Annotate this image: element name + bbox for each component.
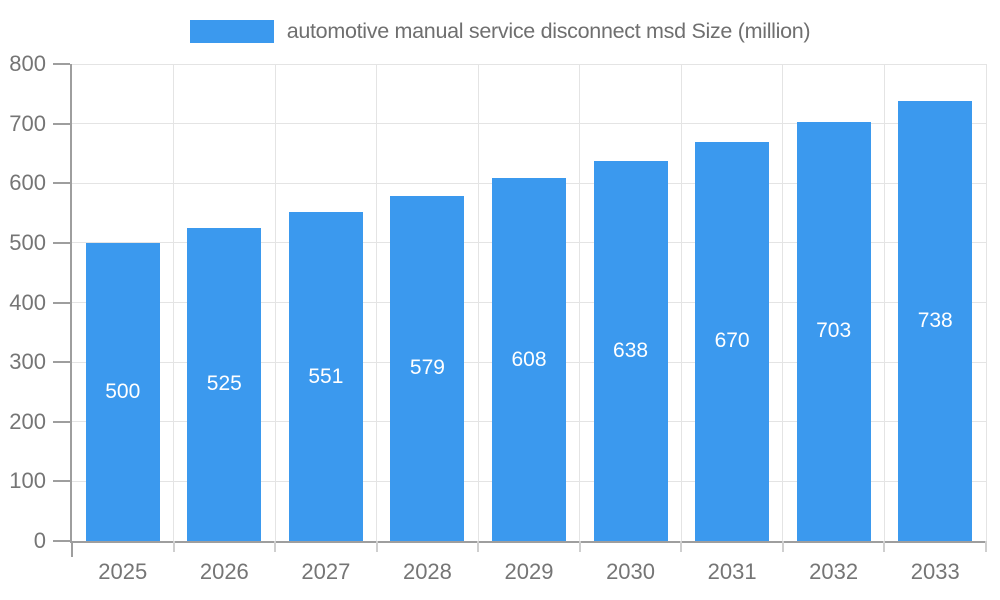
bar-value-label: 525 bbox=[206, 372, 242, 396]
y-tick-mark bbox=[53, 122, 70, 125]
y-axis-tick-label: 200 bbox=[9, 408, 46, 434]
x-tick-mark bbox=[274, 541, 277, 552]
y-axis-tick-label: 100 bbox=[9, 468, 46, 494]
x-gridline bbox=[376, 64, 378, 541]
y-tick-mark bbox=[53, 361, 70, 364]
bar-value-label: 703 bbox=[816, 319, 852, 343]
y-gridline bbox=[72, 123, 986, 125]
x-axis-tick-label: 2025 bbox=[98, 559, 148, 584]
y-axis-tick-label: 700 bbox=[9, 110, 46, 136]
x-tick-mark bbox=[477, 541, 480, 552]
y-tick-mark bbox=[53, 540, 70, 542]
y-axis-tick-label: 800 bbox=[9, 51, 46, 76]
bar-2025: 500 bbox=[85, 242, 160, 541]
bar-2029: 608 bbox=[492, 178, 566, 541]
x-axis-tick-label: 2031 bbox=[707, 559, 757, 584]
x-axis-tick-label: 2027 bbox=[301, 559, 351, 584]
x-axis-tick-label: 2026 bbox=[199, 559, 249, 584]
x-tick-mark bbox=[985, 541, 987, 552]
plot-area: 0 100 200 300 400 500 600 700 800 500 2025 525 2026 5… bbox=[9, 51, 987, 584]
x-tick-mark bbox=[680, 541, 683, 552]
x-axis-tick-label: 2029 bbox=[504, 559, 554, 584]
x-axis-tick-label: 2028 bbox=[402, 559, 452, 584]
x-gridline bbox=[173, 64, 175, 541]
x-axis-tick-label: 2033 bbox=[910, 559, 960, 584]
x-gridline bbox=[477, 64, 479, 541]
y-gridline bbox=[72, 63, 986, 65]
bar-2026: 525 bbox=[187, 227, 262, 541]
x-gridline bbox=[782, 64, 784, 541]
y-axis-tick-label: 400 bbox=[9, 289, 46, 315]
bar-value-label: 608 bbox=[511, 347, 547, 371]
y-tick-mark bbox=[53, 63, 70, 65]
legend-label: automotive manual service disconnect msd… bbox=[286, 19, 811, 43]
bar-value-label: 738 bbox=[917, 308, 953, 332]
y-tick-mark bbox=[53, 241, 70, 244]
x-axis-tick-label: 2030 bbox=[606, 559, 656, 584]
y-tick-mark bbox=[53, 301, 70, 304]
x-gridline bbox=[680, 64, 682, 541]
x-gridline bbox=[274, 64, 276, 541]
bar-value-label: 638 bbox=[613, 338, 649, 362]
x-tick-mark bbox=[375, 541, 378, 552]
y-axis-tick-label: 300 bbox=[9, 349, 46, 375]
x-tick-mark bbox=[71, 541, 73, 557]
y-tick-mark bbox=[53, 420, 70, 423]
legend-swatch-icon bbox=[189, 20, 274, 43]
bar-2032: 703 bbox=[796, 121, 871, 541]
bar-2028: 579 bbox=[390, 195, 465, 541]
y-tick-mark bbox=[53, 480, 70, 483]
bar-value-label: 579 bbox=[409, 356, 445, 380]
x-gridline bbox=[883, 64, 885, 541]
y-tick-mark bbox=[53, 182, 70, 185]
x-gridline bbox=[579, 64, 581, 541]
x-axis-tick-label: 2032 bbox=[809, 559, 859, 584]
x-tick-mark bbox=[578, 541, 581, 552]
y-axis-tick-label: 600 bbox=[9, 170, 46, 196]
bar-value-label: 670 bbox=[714, 329, 750, 353]
bar-value-label: 500 bbox=[105, 379, 141, 403]
bar-value-label: 551 bbox=[308, 364, 344, 388]
bar-2027: 551 bbox=[288, 212, 363, 541]
x-gridline bbox=[985, 64, 987, 541]
bar-2031: 670 bbox=[695, 141, 770, 541]
x-tick-mark bbox=[172, 541, 175, 552]
y-axis-tick-label: 500 bbox=[9, 229, 46, 255]
legend: automotive manual service disconnect msd… bbox=[0, 19, 1000, 44]
y-axis-tick-label: 0 bbox=[33, 528, 46, 553]
x-tick-mark bbox=[781, 541, 784, 552]
x-tick-mark bbox=[883, 541, 886, 552]
bar-2030: 638 bbox=[593, 160, 668, 541]
bar-2033: 738 bbox=[898, 100, 973, 541]
legend-item[interactable]: automotive manual service disconnect msd… bbox=[189, 19, 811, 44]
